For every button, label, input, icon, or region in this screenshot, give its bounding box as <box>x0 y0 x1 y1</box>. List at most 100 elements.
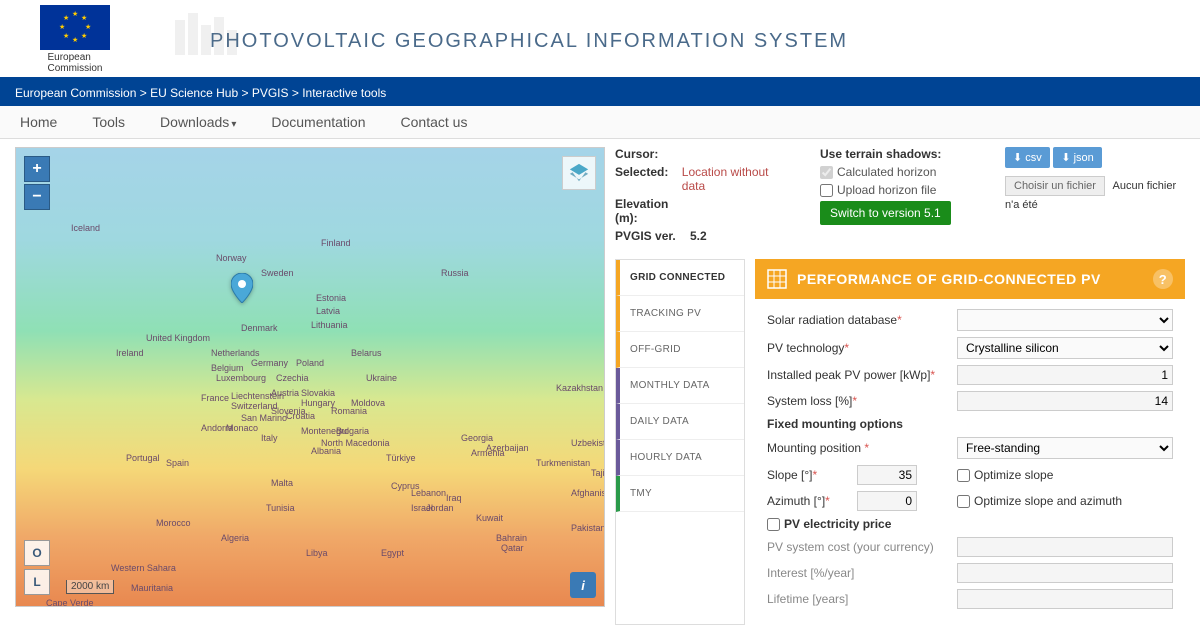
layers-button[interactable] <box>562 156 596 190</box>
pv-tech-select[interactable]: Crystalline silicon <box>957 337 1173 359</box>
map-country-label: Cape Verde <box>46 598 94 607</box>
form-title: PERFORMANCE OF GRID-CONNECTED PV <box>797 271 1101 287</box>
slope-input[interactable] <box>857 465 917 485</box>
download-json-button[interactable]: ⬇json <box>1053 147 1101 168</box>
map-info-button[interactable]: i <box>570 572 596 598</box>
map-country-label: Western Sahara <box>111 563 176 573</box>
map-country-label: Spain <box>166 458 189 468</box>
opt-slope-azimuth-checkbox[interactable] <box>957 495 970 508</box>
download-icon: ⬇ <box>1013 151 1022 164</box>
map-marker[interactable] <box>231 273 253 303</box>
switch-version-button[interactable]: Switch to version 5.1 <box>820 201 951 225</box>
breadcrumb-link[interactable]: Interactive tools <box>302 86 386 100</box>
tab-monthly-data[interactable]: MONTHLY DATA <box>616 368 744 404</box>
radiation-db-select[interactable] <box>957 309 1173 331</box>
nav-documentation[interactable]: Documentation <box>271 114 365 130</box>
choose-file-button[interactable]: Choisir un fichier <box>1005 176 1105 196</box>
eu-flag: ★ ★ ★ ★ ★ ★ ★ ★ <box>40 5 110 50</box>
map-country-label: Tunisia <box>266 503 295 513</box>
map-country-label: Kazakhstan <box>556 383 603 393</box>
system-loss-label: System loss [%] <box>767 394 852 408</box>
opt-slope-azimuth-label: Optimize slope and azimuth <box>974 494 1122 508</box>
tab-tracking-pv[interactable]: TRACKING PV <box>616 296 744 332</box>
header: ★ ★ ★ ★ ★ ★ ★ ★ EuropeanCommission PHOTO… <box>0 0 1200 80</box>
map-country-label: Belarus <box>351 348 382 358</box>
nav-contact[interactable]: Contact us <box>401 114 468 130</box>
nav-downloads[interactable]: Downloads <box>160 114 236 130</box>
download-csv-button[interactable]: ⬇csv <box>1005 147 1050 168</box>
breadcrumb-link[interactable]: European Commission <box>15 86 136 100</box>
tab-daily-data[interactable]: DAILY DATA <box>616 404 744 440</box>
system-loss-input[interactable] <box>957 391 1173 411</box>
map-country-label: Tajikistan <box>591 468 605 478</box>
map-country-label: Finland <box>321 238 351 248</box>
map-country-label: Libya <box>306 548 328 558</box>
map-country-label: Uzbekistan <box>571 438 605 448</box>
elevation-label: Elevation (m): <box>615 197 685 225</box>
nav-tools[interactable]: Tools <box>92 114 125 130</box>
map-l-button[interactable]: L <box>24 569 50 595</box>
calc-horizon-checkbox[interactable] <box>820 166 833 179</box>
slope-label: Slope [°] <box>767 468 813 482</box>
map-country-label: Bahrain <box>496 533 527 543</box>
map-country-label: Mauritania <box>131 583 173 593</box>
upload-horizon-label: Upload horizon file <box>837 183 936 197</box>
map-country-label: Iraq <box>446 493 462 503</box>
peak-power-input[interactable] <box>957 365 1173 385</box>
mounting-pos-select[interactable]: Free-standing <box>957 437 1173 459</box>
map-country-label: Türkiye <box>386 453 416 463</box>
map-country-label: Azerbaijan <box>486 443 529 453</box>
tab-tmy[interactable]: TMY <box>616 476 744 512</box>
map-country-label: Slovakia <box>301 388 335 398</box>
nav-home[interactable]: Home <box>20 114 57 130</box>
map-country-label: Iceland <box>71 223 100 233</box>
map-country-label: Poland <box>296 358 324 368</box>
map-country-label: Portugal <box>126 453 160 463</box>
interest-input[interactable] <box>957 563 1173 583</box>
map-country-label: Croatia <box>286 411 315 421</box>
map-country-label: Germany <box>251 358 288 368</box>
map-country-label: Malta <box>271 478 293 488</box>
pv-tech-label: PV technology <box>767 341 844 355</box>
lifetime-input[interactable] <box>957 589 1173 609</box>
map-country-label: Slovenia <box>271 406 306 416</box>
upload-horizon-checkbox[interactable] <box>820 184 833 197</box>
building-graphic <box>170 5 250 55</box>
zoom-out-button[interactable]: − <box>24 184 50 210</box>
map-country-label: Montenegro <box>301 426 349 436</box>
map-o-button[interactable]: O <box>24 540 50 566</box>
map-country-label: Norway <box>216 253 247 263</box>
form-header: PERFORMANCE OF GRID-CONNECTED PV ? <box>755 259 1185 299</box>
mounting-pos-label: Mounting position <box>767 441 861 455</box>
map-country-label: Bulgaria <box>336 426 369 436</box>
tab-off-grid[interactable]: OFF-GRID <box>616 332 744 368</box>
interest-label: Interest [%/year] <box>767 566 957 580</box>
selected-value: Location without data <box>682 165 790 193</box>
download-icon: ⬇ <box>1061 151 1070 164</box>
map-country-label: Austria <box>271 388 299 398</box>
map-country-label: Israel <box>411 503 433 513</box>
map-country-label: Luxembourg <box>216 373 266 383</box>
map-country-label: Estonia <box>316 293 346 303</box>
map-country-label: Czechia <box>276 373 309 383</box>
map-country-label: Netherlands <box>211 348 260 358</box>
tab-grid-connected[interactable]: GRID CONNECTED <box>616 260 744 296</box>
help-icon[interactable]: ? <box>1153 269 1173 289</box>
breadcrumb-link[interactable]: PVGIS <box>252 86 289 100</box>
cost-input[interactable] <box>957 537 1173 557</box>
opt-slope-checkbox[interactable] <box>957 469 970 482</box>
zoom-in-button[interactable]: + <box>24 156 50 182</box>
map-country-label: Lebanon <box>411 488 446 498</box>
version-label: PVGIS ver. <box>615 229 690 243</box>
price-checkbox[interactable] <box>767 518 780 531</box>
azimuth-input[interactable] <box>857 491 917 511</box>
tab-hourly-data[interactable]: HOURLY DATA <box>616 440 744 476</box>
map-country-label: Russia <box>441 268 469 278</box>
map-country-label: Denmark <box>241 323 278 333</box>
breadcrumb-link[interactable]: EU Science Hub <box>150 86 238 100</box>
flag-label: EuropeanCommission <box>47 52 102 74</box>
map-country-label: Turkmenistan <box>536 458 590 468</box>
map[interactable]: + − O L i 2000 km IcelandNorwaySwedenFin… <box>15 147 605 607</box>
map-country-label: Afghanistan <box>571 488 605 498</box>
map-country-label: Georgia <box>461 433 493 443</box>
